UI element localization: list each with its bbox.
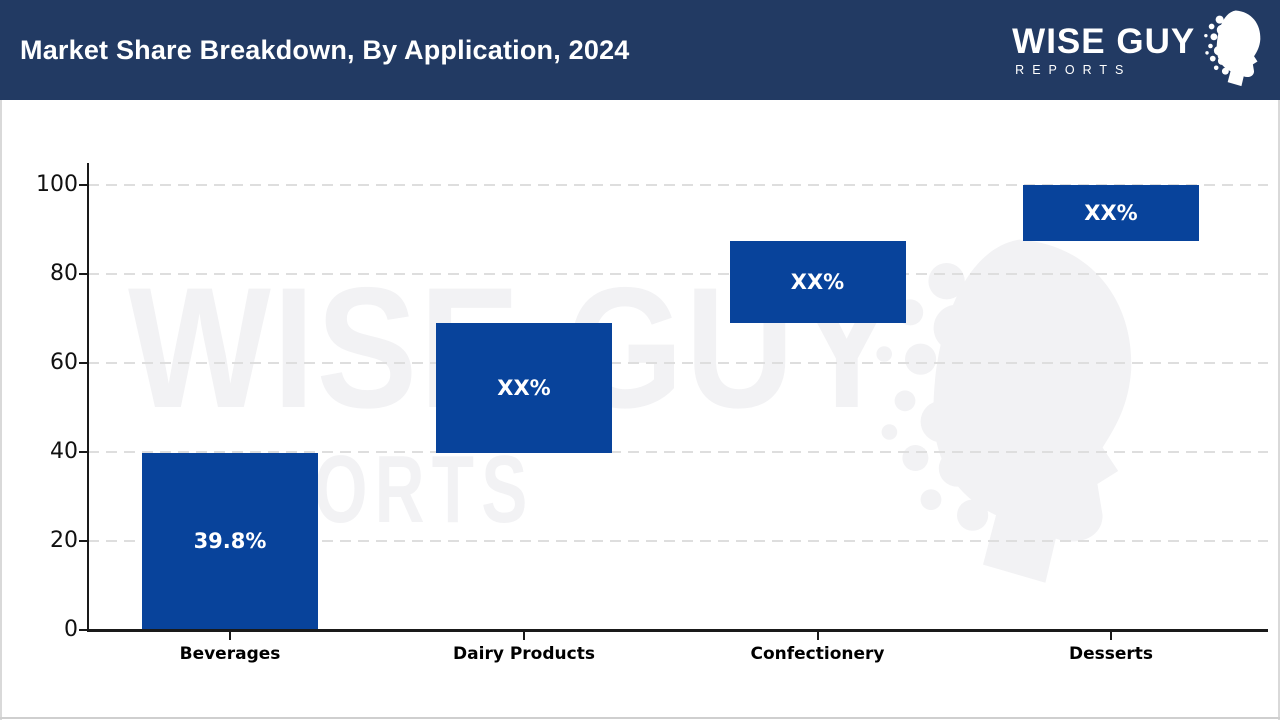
gridline	[88, 361, 1268, 364]
y-tick-mark	[79, 539, 87, 542]
y-tick-mark	[79, 629, 87, 631]
x-axis	[87, 629, 1268, 632]
x-category-label: Confectionery	[750, 644, 885, 664]
x-tick-mark	[1110, 632, 1112, 640]
y-tick-label: 100	[36, 171, 78, 197]
y-tick-mark	[79, 272, 87, 275]
brand-name: WISE GUY	[1012, 21, 1196, 61]
y-tick-label: 60	[50, 349, 78, 375]
watermark-head-icon	[876, 239, 1132, 583]
bar: XX%	[436, 322, 612, 453]
y-tick-label: 80	[50, 260, 78, 286]
header-bar: Market Share Breakdown, By Application, …	[0, 0, 1280, 100]
x-tick-mark	[816, 632, 819, 640]
y-tick-label: 20	[50, 527, 78, 553]
x-category-label: Dairy Products	[453, 644, 595, 664]
x-tick-mark	[229, 632, 231, 640]
x-tick-mark	[523, 632, 525, 640]
brand-logo: WISE GUY REPORTS	[1012, 7, 1268, 93]
y-tick-mark	[79, 183, 87, 186]
y-tick-mark	[79, 361, 87, 364]
y-tick-mark	[79, 450, 87, 453]
bar-label: XX%	[790, 270, 845, 295]
gridline	[88, 450, 1268, 453]
bar: 39.8%	[142, 452, 318, 630]
bar: XX%	[729, 241, 906, 323]
y-axis	[87, 163, 89, 632]
brand-text: WISE GUY REPORTS	[1012, 24, 1195, 77]
bar-label: XX%	[497, 375, 551, 400]
page-border-right	[1278, 100, 1280, 720]
bar: XX%	[1023, 184, 1199, 242]
y-tick-label: 40	[50, 438, 78, 464]
gridline	[88, 272, 1268, 275]
bar-label: XX%	[1084, 201, 1138, 226]
gridline	[88, 183, 1268, 186]
plot-area: 39.8% XX% XX% XX% 0 20 40 60 80 100 Beverages Dai…	[36, 163, 1268, 664]
x-category-label: Beverages	[179, 644, 281, 664]
y-tick-label: 0	[64, 617, 78, 642]
page-title: Market Share Breakdown, By Application, …	[20, 34, 630, 65]
bar-label: 39.8%	[193, 529, 267, 554]
page-border-bottom	[0, 717, 1280, 719]
gridline	[88, 539, 1268, 542]
page-border-left	[0, 100, 2, 720]
x-category-label: Desserts	[1068, 644, 1154, 664]
wiseguy-head-icon	[1204, 10, 1261, 87]
brand-subtitle: REPORTS	[1015, 62, 1132, 77]
